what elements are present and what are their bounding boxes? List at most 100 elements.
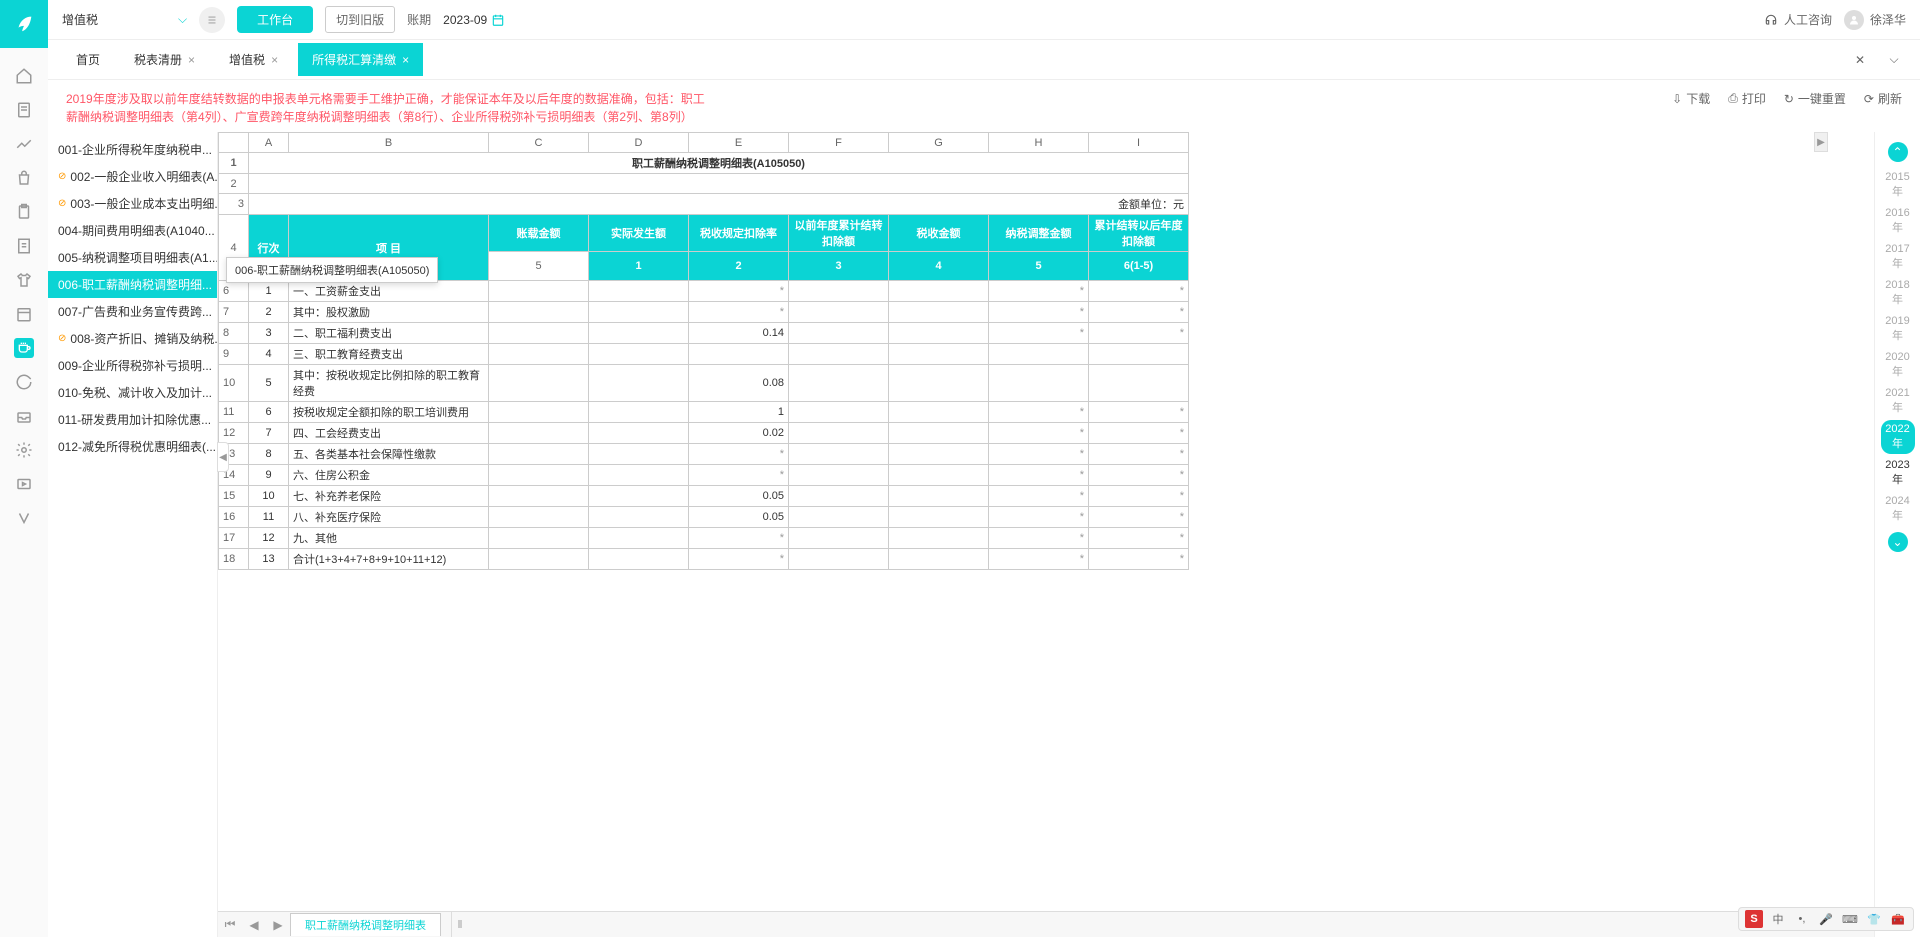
workbench-button[interactable]: 工作台 <box>237 6 313 33</box>
avatar-icon <box>1844 10 1864 30</box>
tab-close-icon[interactable]: × <box>188 53 195 67</box>
year-up-button[interactable]: ⌃ <box>1888 142 1908 162</box>
period-picker[interactable]: 2023-09 <box>443 13 505 27</box>
calendar-icon[interactable] <box>14 304 34 324</box>
year-button: 2021年 <box>1881 384 1915 418</box>
form-list-item[interactable]: 004-期间费用明细表(A1040... <box>48 217 217 244</box>
form-list-item[interactable]: 009-企业所得税弥补亏损明... <box>48 352 217 379</box>
year-button: 2020年 <box>1881 348 1915 382</box>
tab[interactable]: 首页 <box>62 43 114 76</box>
form-list-label: 007-广告费和业务宣传费跨... <box>58 303 212 320</box>
support-link[interactable]: 人工咨询 <box>1764 11 1832 28</box>
year-button: 2016年 <box>1881 204 1915 238</box>
icon-sidebar <box>0 0 48 937</box>
tab-label: 首页 <box>76 51 100 68</box>
sheet-nav-prev[interactable]: ◀ <box>242 918 266 932</box>
year-button: 2018年 <box>1881 276 1915 310</box>
ime-keyboard-icon[interactable]: ⌨ <box>1841 910 1859 928</box>
calendar-picker-icon <box>491 13 505 27</box>
year-button: 2017年 <box>1881 240 1915 274</box>
sheet-tab[interactable]: 职工薪酬纳税调整明细表 <box>290 913 441 936</box>
tab-more-icon[interactable]: ⌵ <box>1882 48 1906 72</box>
sheet-scrollbar[interactable] <box>451 912 1874 937</box>
form-list-label: 006-职工薪酬纳税调整明细... <box>58 276 212 293</box>
warn-icon: ⊘ <box>58 198 66 209</box>
inbox-icon[interactable] <box>14 406 34 426</box>
home-icon[interactable] <box>14 66 34 86</box>
form-list-label: 002-一般企业收入明细表(A... <box>70 168 217 185</box>
ime-logo-icon[interactable]: S <box>1745 910 1763 928</box>
form-list-item[interactable]: ⊘ 003-一般企业成本支出明细... <box>48 190 217 217</box>
cup-icon[interactable] <box>14 338 34 358</box>
spreadsheet[interactable]: ABCDEFGHI1职工薪酬纳税调整明细表(A105050)23金额单位：元4行… <box>218 132 1189 570</box>
form-list-label: 011-研发费用加计扣除优惠... <box>58 411 211 428</box>
form-list-item[interactable]: 010-免税、减计收入及加计... <box>48 379 217 406</box>
ime-toolbox-icon[interactable]: 🧰 <box>1889 910 1907 928</box>
app-logo[interactable] <box>0 0 48 48</box>
tab-close-icon[interactable]: × <box>271 53 278 67</box>
v-icon[interactable] <box>14 508 34 528</box>
ime-punct-icon[interactable]: •, <box>1793 910 1811 928</box>
shirt-icon[interactable] <box>14 270 34 290</box>
form-list-item[interactable]: 001-企业所得税年度纳税申... <box>48 136 217 163</box>
year-button[interactable]: 2022年 <box>1881 420 1915 454</box>
user-name: 徐泽华 <box>1870 11 1906 28</box>
user-menu[interactable]: 徐泽华 <box>1844 10 1906 30</box>
form-list-item[interactable]: 006-职工薪酬纳税调整明细... <box>48 271 217 298</box>
download-icon: ⇩ <box>1672 92 1682 106</box>
switch-old-button[interactable]: 切到旧版 <box>325 6 395 33</box>
year-button: 2015年 <box>1881 168 1915 202</box>
clipboard-icon[interactable] <box>14 202 34 222</box>
tabs-bar: 首页 税表清册×增值税× 所得税汇算清缴 × ✕ ⌵ <box>48 40 1920 80</box>
tab[interactable]: 增值税× <box>215 43 292 76</box>
tab-close-icon[interactable]: ✕ <box>1848 48 1872 72</box>
year-button[interactable]: 2023年 <box>1881 456 1915 490</box>
tax-type-dropdown[interactable]: 增值税 ⌵ <box>62 11 187 28</box>
refresh-nav-icon[interactable] <box>14 372 34 392</box>
feather-icon <box>13 13 35 35</box>
warn-icon: ⊘ <box>58 171 66 182</box>
download-button[interactable]: ⇩下载 <box>1672 90 1710 107</box>
collapse-handle[interactable]: ◀ <box>217 442 229 472</box>
sheet-nav-next[interactable]: ▶ <box>266 918 290 932</box>
receipt-icon[interactable] <box>14 236 34 256</box>
form-list-label: 009-企业所得税弥补亏损明... <box>58 357 212 374</box>
form-list-label: 012-减免所得税优惠明细表(... <box>58 438 216 455</box>
print-icon: ⎙ <box>1728 91 1738 106</box>
ime-bar: S 中 •, 🎤 ⌨ 👕 🧰 <box>1738 907 1914 931</box>
year-down-button[interactable]: ⌄ <box>1888 532 1908 552</box>
year-sidebar: ⌃ 2015年2016年2017年2018年2019年2020年2021年202… <box>1874 132 1920 937</box>
form-list-label: 005-纳税调整项目明细表(A1... <box>58 249 217 266</box>
tab[interactable]: 税表清册× <box>120 43 209 76</box>
item-tooltip: 006-职工薪酬纳税调整明细表(A105050) <box>226 257 438 283</box>
bag-icon[interactable] <box>14 168 34 188</box>
year-button: 2024年 <box>1881 492 1915 526</box>
form-list-label: 004-期间费用明细表(A1040... <box>58 222 215 239</box>
tab[interactable]: 所得税汇算清缴 × <box>298 43 423 76</box>
form-list-item[interactable]: ⊘ 002-一般企业收入明细表(A... <box>48 163 217 190</box>
reset-button[interactable]: ↻一键重置 <box>1784 90 1846 107</box>
refresh-button[interactable]: ⟳刷新 <box>1864 90 1902 107</box>
form-list-item[interactable]: 007-广告费和业务宣传费跨... <box>48 298 217 325</box>
print-button[interactable]: ⎙打印 <box>1728 90 1766 107</box>
sheet-nav-first[interactable]: ⏮ <box>218 917 242 932</box>
gear-icon[interactable] <box>14 440 34 460</box>
headset-icon <box>1764 13 1778 27</box>
form-list: 001-企业所得税年度纳税申... ⊘ 002-一般企业收入明细表(A... ⊘ 003… <box>48 132 218 937</box>
ime-skin-icon[interactable]: 👕 <box>1865 910 1883 928</box>
warning-text: 2019年度涉及取以前年度结转数据的申报表单元格需要手工维护正确，才能保证本年及… <box>66 90 706 126</box>
chart-icon[interactable] <box>14 134 34 154</box>
form-list-item[interactable]: 005-纳税调整项目明细表(A1... <box>48 244 217 271</box>
doc-icon[interactable] <box>14 100 34 120</box>
collapse-button[interactable] <box>199 7 225 33</box>
form-list-label: 008-资产折旧、摊销及纳税... <box>70 330 217 347</box>
tab-close-icon[interactable]: × <box>402 53 409 67</box>
ime-mic-icon[interactable]: 🎤 <box>1817 910 1835 928</box>
tab-label: 所得税汇算清缴 <box>312 51 396 68</box>
form-list-label: 003-一般企业成本支出明细... <box>70 195 217 212</box>
form-list-item[interactable]: 011-研发费用加计扣除优惠... <box>48 406 217 433</box>
ime-lang[interactable]: 中 <box>1769 910 1787 928</box>
video-icon[interactable] <box>14 474 34 494</box>
form-list-item[interactable]: 012-减免所得税优惠明细表(... <box>48 433 217 460</box>
form-list-item[interactable]: ⊘008-资产折旧、摊销及纳税... <box>48 325 217 352</box>
